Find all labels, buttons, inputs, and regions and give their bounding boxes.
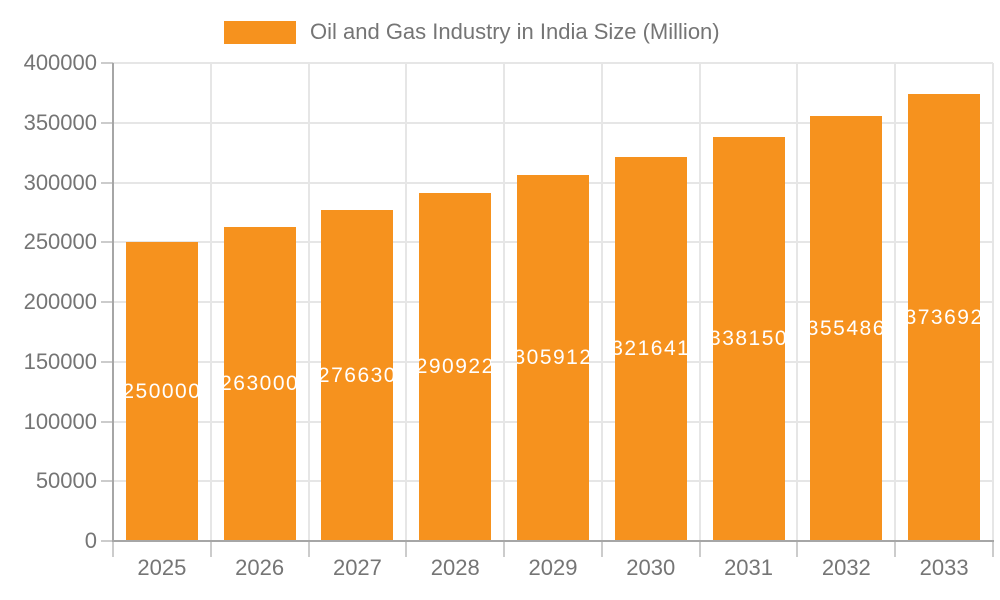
bar-value-label: 355486 — [810, 316, 883, 340]
x-gridline — [405, 63, 408, 541]
bar-2030[interactable]: 321641 — [614, 156, 687, 541]
x-axis-tick-label: 2027 — [332, 555, 382, 580]
x-axis-tick-label: 2029 — [528, 555, 578, 580]
bar-2027[interactable]: 276630 — [321, 210, 394, 541]
x-axis-tick-label: 2033 — [919, 555, 969, 580]
y-axis-tick — [101, 420, 113, 423]
bar-value-label: 263000 — [223, 371, 296, 395]
legend-label: Oil and Gas Industry in India Size (Mill… — [310, 19, 720, 44]
bar-value-label: 290922 — [419, 355, 492, 379]
bar-2031[interactable]: 338150 — [712, 136, 785, 541]
x-gridline — [894, 63, 897, 541]
bar-value-label: 321641 — [614, 336, 687, 360]
x-axis-tick — [894, 541, 897, 557]
x-axis-tick — [209, 541, 212, 557]
y-axis-tick-label: 200000 — [23, 289, 97, 314]
x-gridline — [796, 63, 799, 541]
y-axis-tick — [101, 301, 113, 303]
y-gridline — [113, 121, 993, 124]
bar-2025[interactable]: 250000 — [125, 242, 198, 541]
y-axis-tick — [101, 181, 113, 184]
y-axis-tick — [101, 480, 113, 483]
x-axis-tick — [112, 541, 114, 557]
bar-value-label: 338150 — [712, 326, 785, 350]
x-axis-tick-label: 2032 — [821, 555, 871, 580]
x-axis-tick-label: 2026 — [235, 555, 285, 580]
bar-2026[interactable]: 263000 — [223, 226, 296, 541]
y-axis-tick-label: 150000 — [23, 348, 97, 374]
x-gridline — [503, 63, 506, 541]
bar-value-label: 373692 — [908, 305, 981, 329]
x-gridline — [600, 63, 603, 541]
x-gridline — [992, 63, 994, 541]
bar-value-label: 250000 — [125, 379, 198, 403]
y-axis-tick — [101, 121, 113, 124]
x-gridline — [209, 63, 212, 541]
y-gridline — [113, 62, 993, 64]
y-axis-tick — [101, 241, 113, 244]
chart-legend: Oil and Gas Industry in India Size (Mill… — [224, 19, 720, 45]
x-gridline — [307, 63, 310, 541]
bar-2033[interactable]: 373692 — [908, 94, 981, 541]
x-axis-tick — [405, 541, 408, 557]
x-gridline — [698, 63, 701, 541]
y-axis-tick — [101, 360, 113, 363]
x-axis-tick — [307, 541, 310, 557]
bar-value-label: 305912 — [517, 346, 589, 370]
bar-2032[interactable]: 355486 — [810, 116, 883, 541]
y-axis-tick-label: 300000 — [23, 169, 97, 195]
legend-swatch-icon — [224, 20, 296, 44]
x-axis-tick — [698, 541, 701, 557]
y-axis-tick-label: 400000 — [23, 50, 97, 75]
y-axis-tick — [101, 540, 113, 542]
y-axis-tick-label: 50000 — [35, 468, 97, 494]
x-axis-tick — [503, 541, 506, 557]
x-axis-tick — [600, 541, 603, 557]
y-axis-tick-label: 250000 — [23, 229, 97, 255]
y-axis-tick-label: 0 — [84, 528, 97, 553]
bar-2028[interactable]: 290922 — [419, 193, 492, 541]
y-axis-tick-label: 100000 — [23, 408, 97, 434]
y-axis-line — [112, 63, 114, 542]
x-axis-tick-label: 2030 — [626, 555, 676, 580]
y-axis-tick — [101, 62, 113, 64]
x-axis-tick — [992, 541, 994, 557]
x-axis-tick-label: 2028 — [430, 555, 480, 580]
bar-2029[interactable]: 305912 — [517, 175, 589, 541]
x-axis-tick-label: 2025 — [137, 555, 187, 580]
x-axis-tick — [796, 541, 799, 557]
x-axis-tick-label: 2031 — [724, 555, 774, 580]
y-axis-tick-label: 350000 — [23, 109, 97, 135]
bar-value-label: 276630 — [321, 363, 394, 387]
x-axis-line — [112, 540, 994, 542]
